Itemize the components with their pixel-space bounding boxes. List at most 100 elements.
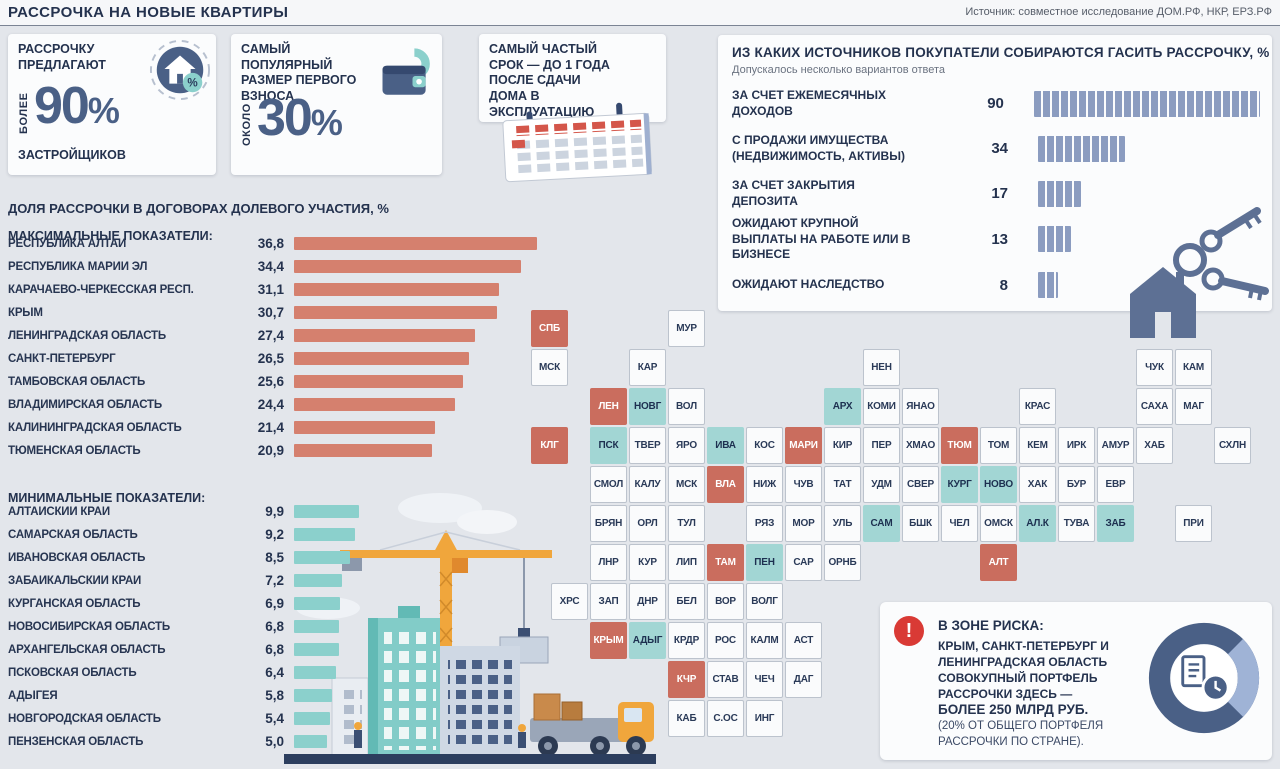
region-bar	[294, 712, 330, 725]
map-tile-ИРК: ИРК	[1058, 427, 1095, 464]
warning-icon: !	[894, 616, 924, 646]
region-bar-row: НОВГОРОДСКАЯ ОБЛАСТЬ 5,4	[8, 707, 573, 730]
map-tile-КУРГ: КУРГ	[941, 466, 978, 503]
map-tile-АЛ.К: АЛ.К	[1019, 505, 1056, 542]
region-bar	[294, 329, 475, 342]
region-bar	[294, 237, 537, 250]
sources-bar	[1038, 226, 1072, 253]
map-tile-ВОЛ: ВОЛ	[668, 388, 705, 425]
card-heading: САМЫЙ ПОПУЛЯРНЫЙ РАЗМЕР ПЕРВОГО ВЗНОСА	[241, 42, 357, 103]
region-value: 26,5	[257, 351, 284, 366]
region-bar-row: ТЮМЕНСКАЯ ОБЛАСТЬ 20,9	[8, 439, 573, 462]
region-bar-row: АРХАНГЕЛЬСКАЯ ОБЛАСТЬ 6,8	[8, 638, 573, 661]
region-bar-row: КУРГАНСКАЯ ОБЛАСТЬ 6,9	[8, 592, 573, 615]
region-label: КАРАЧАЕВО-ЧЕРКЕССКАЯ РЕСП.	[8, 283, 194, 296]
sources-bar-label: ЗА СЧЕТ ЕЖЕМЕСЯЧНЫХ ДОХОДОВ	[732, 87, 886, 118]
risk-highlight: БОЛЕЕ 250 МЛРД РУБ.	[938, 702, 1089, 717]
region-bar	[294, 398, 456, 411]
map-tile-ЯНАО: ЯНАО	[902, 388, 939, 425]
sources-bar-row: ЗА СЧЕТ ЕЖЕМЕСЯЧНЫХ ДОХОДОВ 90	[732, 81, 1260, 126]
map-tile-ХАБ: ХАБ	[1136, 427, 1173, 464]
region-bar	[294, 375, 463, 388]
map-tile-АМУР: АМУР	[1097, 427, 1134, 464]
map-tile-БУР: БУР	[1058, 466, 1095, 503]
region-label: САНКТ-ПЕТЕРБУРГ	[8, 352, 116, 365]
region-bar	[294, 643, 339, 656]
map-tile-ОРНБ: ОРНБ	[824, 544, 861, 581]
min-group-label: МИНИМАЛЬНЫЕ ПОКАЗАТЕЛИ:	[8, 490, 206, 505]
map-tile-ТУВА: ТУВА	[1058, 505, 1095, 542]
region-label: ИВАНОВСКАЯ ОБЛАСТЬ	[8, 551, 146, 564]
map-tile-СВЕР: СВЕР	[902, 466, 939, 503]
qualifier-label: ОКОЛО	[241, 103, 253, 146]
map-tile-КАЛМ: КАЛМ	[746, 622, 783, 659]
region-value: 9,9	[265, 504, 284, 519]
region-value: 5,8	[265, 688, 284, 703]
map-tile-УЛЬ: УЛЬ	[824, 505, 861, 542]
region-value: 27,4	[257, 328, 284, 343]
sources-bar	[1033, 90, 1260, 117]
map-tile-КАМ: КАМ	[1175, 349, 1212, 386]
region-value: 6,4	[265, 665, 284, 680]
region-bar	[294, 551, 351, 564]
region-bar	[294, 505, 360, 518]
map-tile-ИВА: ИВА	[707, 427, 744, 464]
region-label: ПСКОВСКАЯ ОБЛАСТЬ	[8, 666, 137, 679]
region-value: 6,8	[265, 642, 284, 657]
map-tile-ЛИП: ЛИП	[668, 544, 705, 581]
map-tile-МУР: МУР	[668, 310, 705, 347]
stat-card-term: САМЫЙ ЧАСТЫЙ СРОК — ДО 1 ГОДА ПОСЛЕ СДАЧ…	[479, 34, 666, 122]
region-bar-row: ТАМБОВСКАЯ ОБЛАСТЬ 25,6	[8, 370, 573, 393]
map-tile-КОМИ: КОМИ	[863, 388, 900, 425]
max-bar-chart: РЕСПУБЛИКА АЛТАЙ 36,8 РЕСПУБЛИКА МАРИЙ ЭЛ 3…	[8, 232, 573, 462]
region-label: ПЕНЗЕНСКАЯ ОБЛАСТЬ	[8, 735, 144, 748]
sources-bar-row: С ПРОДАЖИ ИМУЩЕСТВА (НЕДВИЖИМОСТЬ, АКТИВ…	[732, 126, 1260, 171]
map-tile-НИЖ: НИЖ	[746, 466, 783, 503]
map-tile-ПСК: ПСК	[590, 427, 627, 464]
map-tile-ЯРО: ЯРО	[668, 427, 705, 464]
map-tile-ХМАО: ХМАО	[902, 427, 939, 464]
map-tile-ЗАБ: ЗАБ	[1097, 505, 1134, 542]
region-label: ЗАБАЙКАЛЬСКИЙ КРАЙ	[8, 574, 142, 587]
region-label: ВЛАДИМИРСКАЯ ОБЛАСТЬ	[8, 398, 162, 411]
region-bar	[294, 352, 469, 365]
region-label: АЛТАЙСКИЙ КРАЙ	[8, 505, 110, 518]
min-bar-chart: АЛТАЙСКИЙ КРАЙ 9,9 САМАРСКАЯ ОБЛАСТЬ 9,2 ИВА…	[8, 500, 573, 753]
risk-zone-box: ! В ЗОНЕ РИСКА: КРЫМ, САНКТ-ПЕТЕРБУРГ И …	[880, 602, 1272, 760]
region-value: 36,8	[257, 236, 284, 251]
region-bar-row: КРЫМ 30,7	[8, 301, 573, 324]
map-tile-НЕН: НЕН	[863, 349, 900, 386]
map-tile-ПЕН: ПЕН	[746, 544, 783, 581]
region-bar	[294, 528, 355, 541]
region-bar-row: ИВАНОВСКАЯ ОБЛАСТЬ 8,5	[8, 546, 573, 569]
region-bar	[294, 306, 497, 319]
map-tile-ПРИ: ПРИ	[1175, 505, 1212, 542]
map-tile-ВОР: ВОР	[707, 583, 744, 620]
region-value: 24,4	[257, 397, 284, 412]
sources-bar-row: ОЖИДАЮТ КРУПНОЙ ВЫПЛАТЫ НА РАБОТЕ ИЛИ В …	[732, 216, 1260, 263]
region-bar	[294, 283, 500, 296]
region-bar-row: ЛЕНИНГРАДСКАЯ ОБЛАСТЬ 27,4	[8, 324, 573, 347]
sources-bar-value: 8	[999, 276, 1008, 294]
region-value: 6,8	[265, 619, 284, 634]
region-label: НОВГОРОДСКАЯ ОБЛАСТЬ	[8, 712, 161, 725]
region-bar-row: АДЫГЕЯ 5,8	[8, 684, 573, 707]
region-label: РЕСПУБЛИКА АЛТАЙ	[8, 237, 127, 250]
risk-body: КРЫМ, САНКТ-ПЕТЕРБУРГ И ЛЕНИНГРАДСКАЯ ОБ…	[938, 638, 1146, 750]
region-bar-row: КАЛИНИНГРАДСКАЯ ОБЛАСТЬ 21,4	[8, 416, 573, 439]
region-bar	[294, 735, 327, 748]
map-tile-РЯЗ: РЯЗ	[746, 505, 783, 542]
sources-bar-value: 13	[991, 230, 1008, 248]
map-tile-СХЛН: СХЛН	[1214, 427, 1251, 464]
region-bar	[294, 689, 333, 702]
region-bar-row: САНКТ-ПЕТЕРБУРГ 26,5	[8, 347, 573, 370]
map-tile-ВЛА: ВЛА	[707, 466, 744, 503]
map-tile-САМ: САМ	[863, 505, 900, 542]
sources-bar-value: 90	[987, 95, 1004, 112]
map-tile-КЧР: КЧР	[668, 661, 705, 698]
region-label: КРЫМ	[8, 306, 43, 319]
region-label: АРХАНГЕЛЬСКАЯ ОБЛАСТЬ	[8, 643, 166, 656]
region-bar-row: САМАРСКАЯ ОБЛАСТЬ 9,2	[8, 523, 573, 546]
map-tile-ТАМ: ТАМ	[707, 544, 744, 581]
